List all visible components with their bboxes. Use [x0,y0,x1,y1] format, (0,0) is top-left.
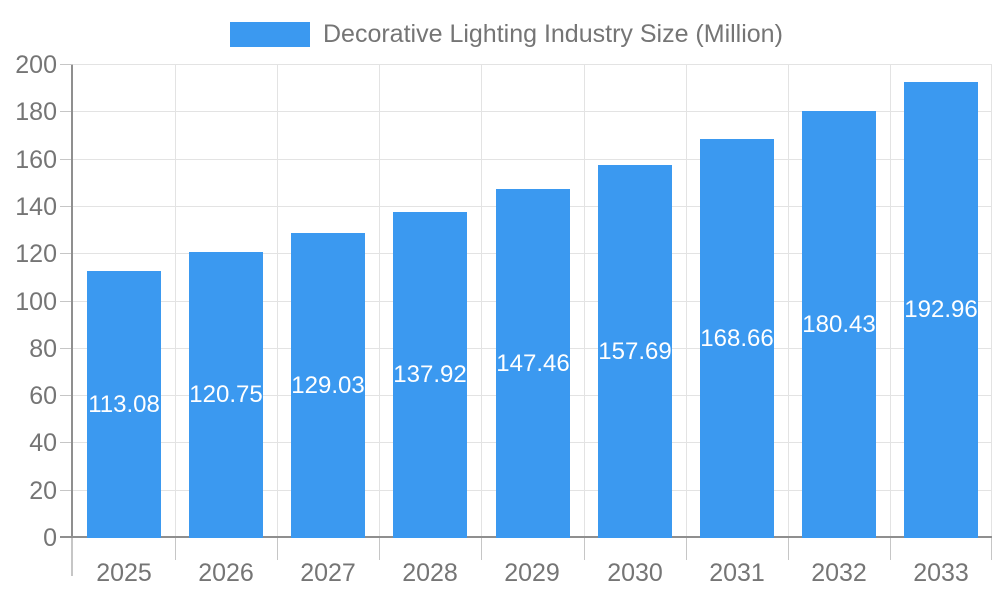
x-axis-tick [277,538,278,560]
y-axis-tick [60,253,73,254]
y-axis-tick [60,442,73,443]
x-axis-tick [379,538,380,560]
gridline-vertical [379,65,380,538]
x-tick-label-2033: 2033 [913,559,969,587]
x-tick-label-2032: 2032 [811,559,867,587]
legend-color-swatch[interactable] [230,22,310,47]
bar-value-label-2025: 113.08 [88,390,160,418]
bar-2029[interactable]: 147.46 [496,189,570,538]
gridline-vertical [991,65,992,538]
y-axis-tick [60,111,73,112]
y-axis-tick [60,159,73,160]
gridline-horizontal [73,159,992,160]
bar-value-label-2028: 137.92 [393,361,467,388]
x-axis-tick-labels: 2025 2026 2027 2028 2029 2030 2031 2032 2033 [73,556,992,590]
bar-2030[interactable]: 157.69 [598,165,672,538]
bar-2025[interactable]: 113.08 [87,271,161,538]
bar-value-label-2032: 180.43 [802,310,876,338]
x-tick-label-2028: 2028 [402,559,458,587]
x-tick-label-2029: 2029 [504,559,560,587]
x-axis-tick [481,538,482,560]
x-axis-tick [584,538,585,560]
x-tick-label-2025: 2025 [96,559,152,587]
gridline-vertical [686,65,687,538]
x-axis-tick [686,538,687,560]
bar-2026[interactable]: 120.75 [189,252,263,538]
bar-value-label-2027: 129.03 [291,371,365,399]
x-tick-label-2030: 2030 [607,559,663,587]
bar-2032[interactable]: 180.43 [802,111,876,538]
y-tick-label-160: 160 [15,146,57,174]
gridline-vertical [584,65,585,538]
y-axis-tick [60,348,73,349]
bar-2028[interactable]: 137.92 [393,212,467,538]
x-axis-tick [175,538,176,560]
y-tick-label-40: 40 [29,429,57,457]
bar-value-label-2026: 120.75 [189,381,263,408]
y-axis-tick [60,301,73,302]
chart-legend[interactable]: Decorative Lighting Industry Size (Milli… [230,20,783,49]
gridline-vertical [788,65,789,538]
gridline-vertical [481,65,482,538]
bar-2027[interactable]: 129.03 [291,233,365,538]
gridline-horizontal [73,64,992,65]
x-axis-tick [991,538,992,560]
y-tick-label-80: 80 [29,335,57,363]
gridline-vertical [277,65,278,538]
y-axis-tick [60,206,73,207]
gridline-horizontal [73,111,992,112]
y-tick-label-60: 60 [29,382,57,410]
y-tick-label-140: 140 [15,193,57,221]
bar-2031[interactable]: 168.66 [700,139,774,538]
y-tick-label-180: 180 [15,98,57,126]
y-tick-label-100: 100 [15,288,57,316]
bar-value-label-2033: 192.96 [904,296,978,323]
y-tick-label-200: 200 [15,51,57,79]
x-axis-tick [788,538,789,560]
legend-series-label: Decorative Lighting Industry Size (Milli… [323,20,783,48]
bar-2033[interactable]: 192.96 [904,82,978,538]
bar-value-label-2029: 147.46 [496,349,570,377]
x-tick-label-2027: 2027 [300,559,356,587]
y-axis-tick-extension [71,538,73,576]
gridline-vertical [890,65,891,538]
y-axis-tick [60,64,73,65]
y-axis-tick [60,490,73,491]
y-tick-label-0: 0 [43,524,57,552]
plot-area: 113.08 120.75 129.03 137.92 147.46 157.69 168.… [60,64,992,576]
bar-value-label-2031: 168.66 [700,324,774,352]
y-axis-tick [60,395,73,396]
y-axis-tick-labels: 0 20 40 60 80 100 120 140 160 180 200 [0,51,57,552]
y-tick-label-120: 120 [15,240,57,268]
y-tick-label-20: 20 [29,477,57,505]
x-axis-tick [890,538,891,560]
x-tick-label-2031: 2031 [709,559,765,587]
y-axis-line [71,65,73,538]
gridline-vertical [175,65,176,538]
bar-value-label-2030: 157.69 [598,337,672,365]
x-tick-label-2026: 2026 [198,559,254,587]
